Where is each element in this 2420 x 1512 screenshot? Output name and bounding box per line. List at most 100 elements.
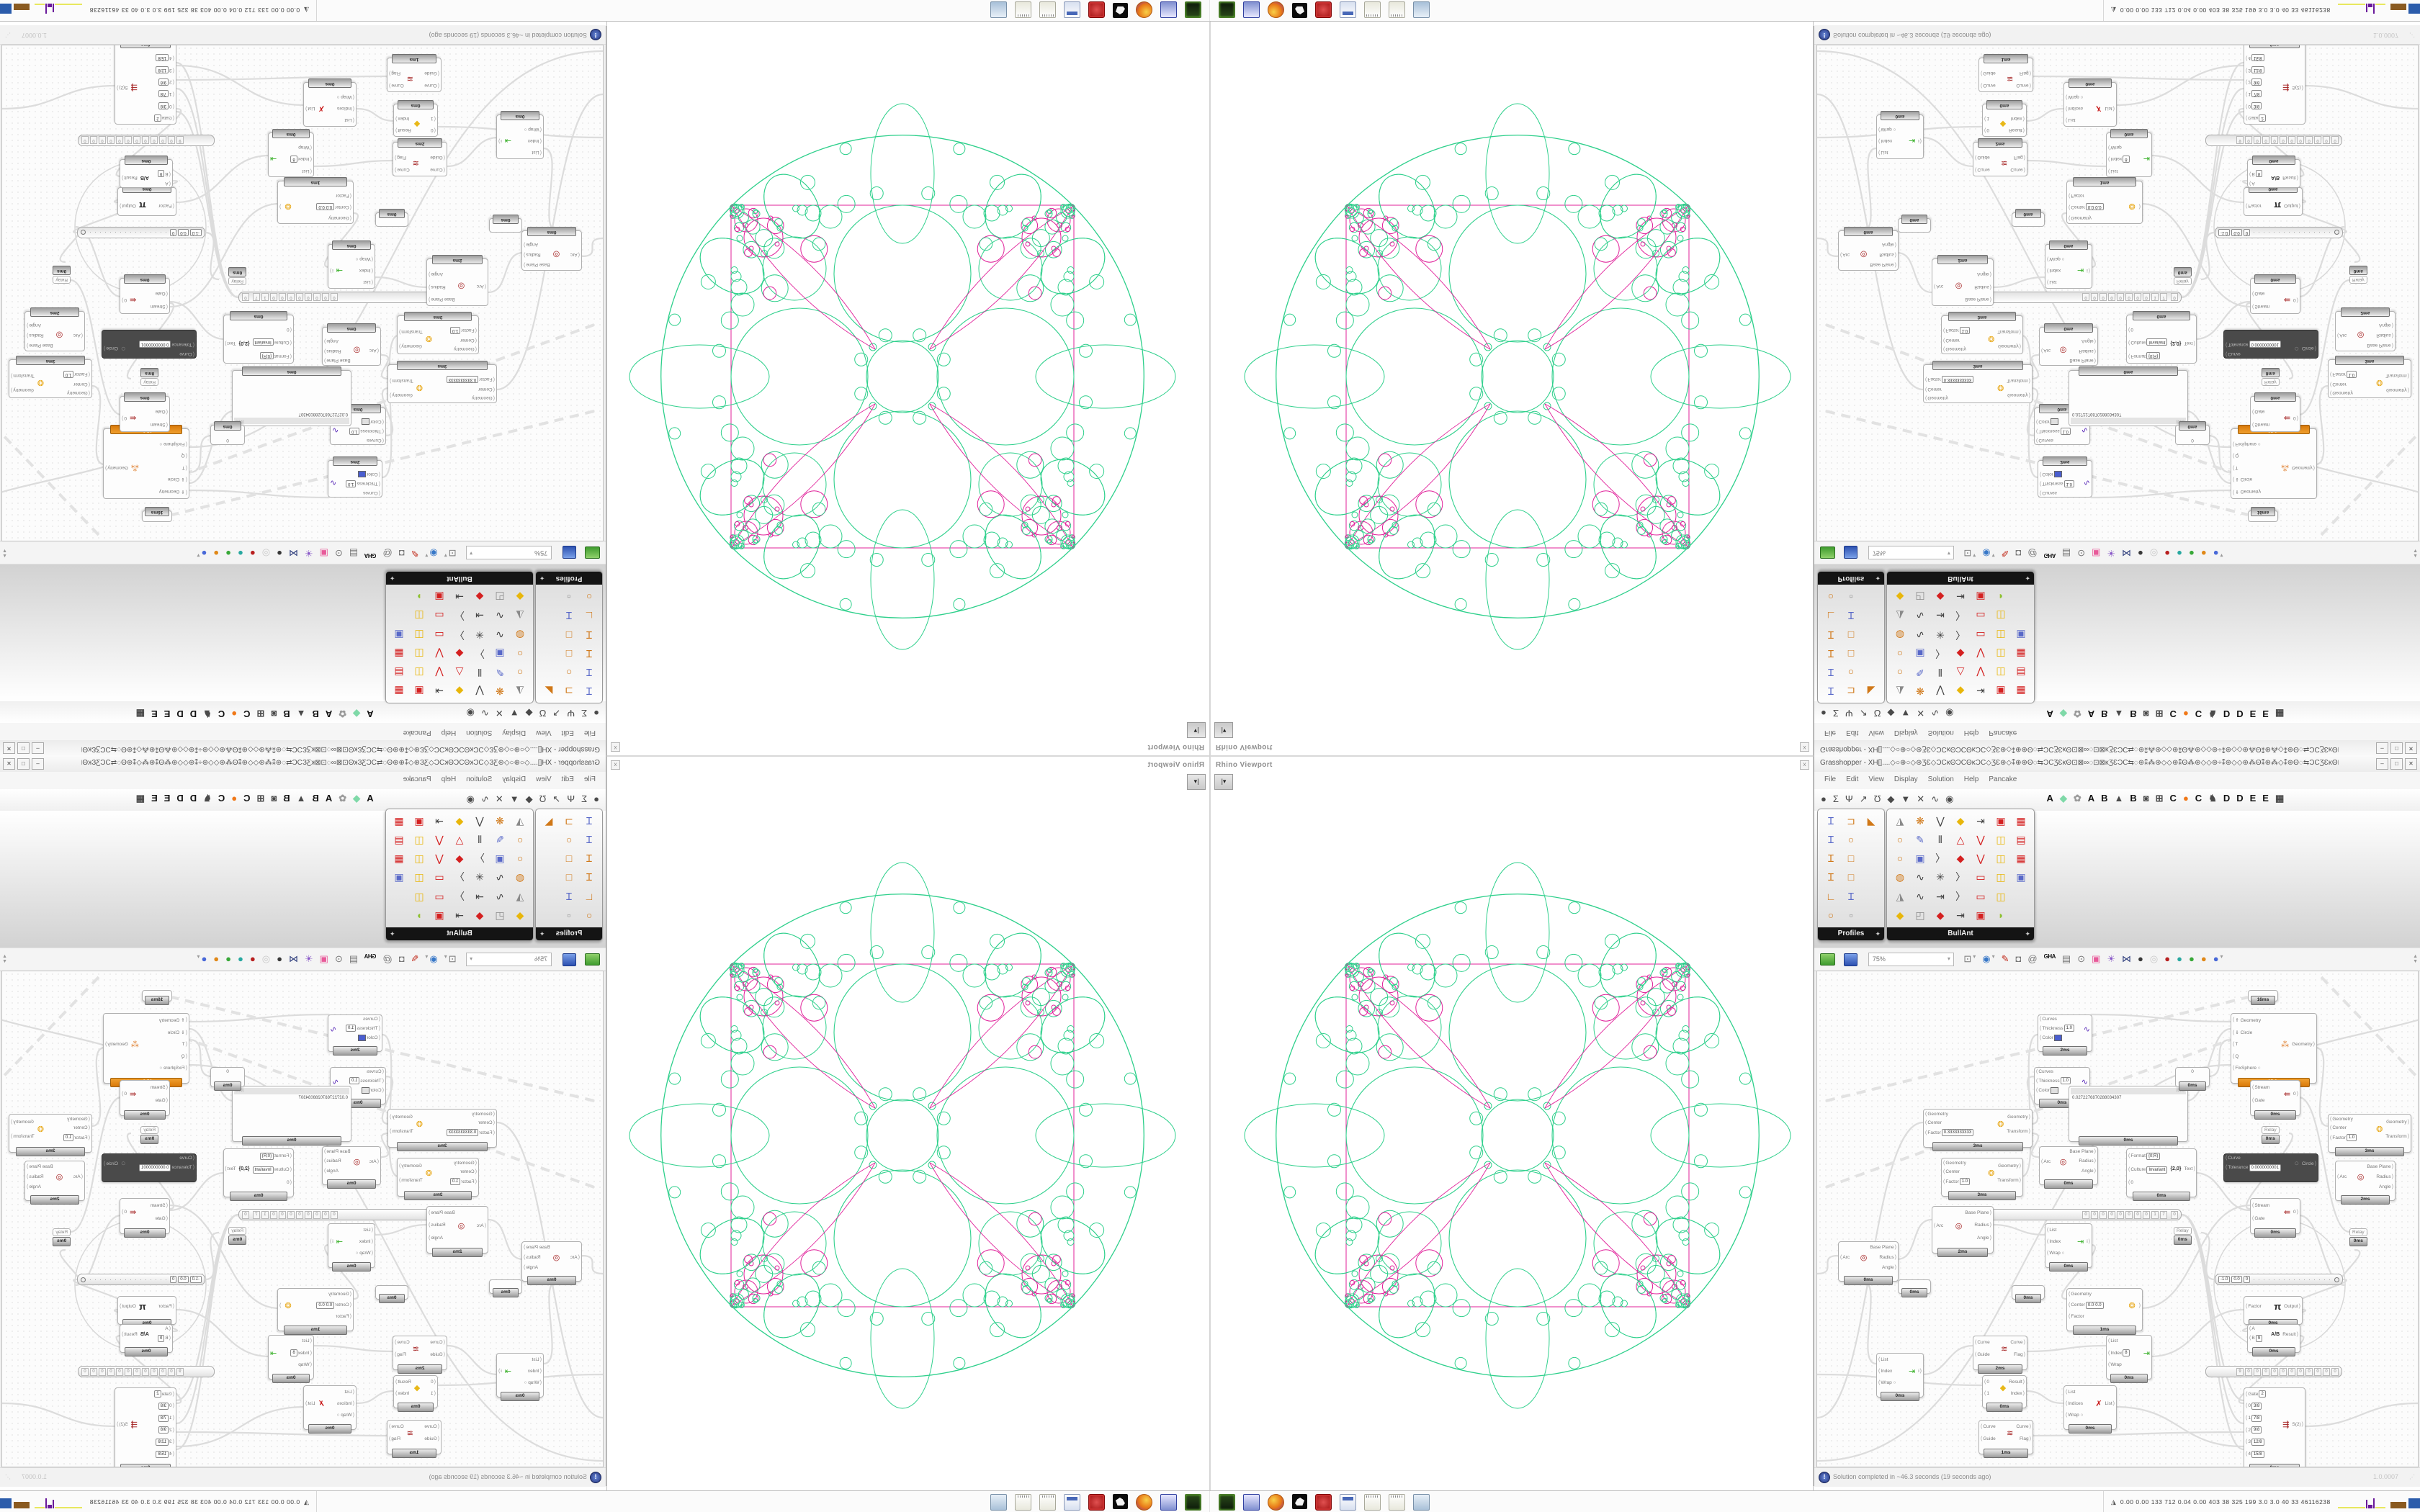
- gh-component-node[interactable]: (0(1 ◆ Result) Index) 0ms: [1982, 100, 2027, 137]
- bullant-component-icon[interactable]: ✎: [496, 666, 504, 678]
- favorites-icon-8[interactable]: ⊞: [256, 793, 265, 804]
- digit-cell[interactable]: 0: [2091, 293, 2098, 302]
- relay-node[interactable]: Relay 0ms: [2174, 1227, 2192, 1245]
- favorites-icon-17[interactable]: ▦: [2275, 793, 2285, 804]
- taskbar-app-calculator-icon[interactable]: [1064, 1, 1080, 18]
- gh-component-node[interactable]: (Geometry(Center(Factor 1.0 ❂ Geometry) Tran…: [9, 356, 92, 398]
- relay-node[interactable]: Relay 0ms: [228, 1227, 246, 1245]
- digit-cell[interactable]: 7: [253, 1210, 260, 1219]
- profiles-component-icon[interactable]: □: [1847, 629, 1855, 641]
- bullant-component-icon[interactable]: ▣: [2016, 871, 2026, 883]
- digit-cell[interactable]: 0: [2254, 136, 2261, 145]
- bullant-component-icon[interactable]: ◮: [516, 610, 524, 622]
- digit-cell[interactable]: 0: [2314, 1367, 2321, 1376]
- gh-component-node[interactable]: (Arc ◎ Base Plane) Radius) Angle) 2ms: [426, 1206, 488, 1257]
- favorites-icon-2[interactable]: ✿: [2073, 793, 2081, 804]
- resize-grip[interactable]: ⋰: [4, 32, 11, 38]
- value-chip[interactable]: 8: [2123, 156, 2130, 163]
- bullant-component-icon[interactable]: ◍: [1895, 871, 1905, 883]
- bullant-component-icon[interactable]: ⋁: [435, 666, 444, 678]
- zoom-level-select[interactable]: 75%: [466, 953, 552, 966]
- canvasbar-icon-14[interactable]: ◎: [261, 548, 271, 559]
- bullant-component-icon[interactable]: ▣: [394, 629, 404, 641]
- bullant-component-icon[interactable]: ⇥: [1976, 815, 1985, 827]
- bullant-component-icon[interactable]: ∿: [496, 610, 504, 622]
- canvasbar-icon-12[interactable]: ⋈: [2122, 953, 2132, 964]
- profiles-component-icon[interactable]: Ɪ: [586, 815, 592, 827]
- digit-cell[interactable]: 0: [2323, 1367, 2330, 1376]
- slider-value[interactable]: 0: [169, 1276, 177, 1283]
- bullant-component-icon[interactable]: ◮: [1896, 610, 1904, 622]
- favorites-icon-7[interactable]: ◙: [271, 793, 277, 804]
- favorites-icon-7[interactable]: ◙: [2143, 708, 2149, 719]
- favorites-icon-7[interactable]: ◙: [271, 708, 277, 719]
- favorites-icon-8[interactable]: ⊞: [256, 708, 265, 719]
- value-chip[interactable]: {0;R}: [259, 1152, 274, 1160]
- canvasbar-icon-19[interactable]: ●: [201, 548, 207, 559]
- menu-item-display[interactable]: Display: [1894, 729, 1918, 737]
- slider-value[interactable]: 0: [169, 229, 177, 236]
- bullant-component-icon[interactable]: ▭: [1976, 610, 1986, 622]
- bullant-component-icon[interactable]: ◰: [495, 591, 505, 603]
- bullant-component-icon[interactable]: ◫: [1996, 610, 2006, 622]
- profiles-component-icon[interactable]: Ɪ: [1828, 871, 1834, 883]
- gh-component-node[interactable]: (A(B 9 A/B Result) 0ms: [2247, 1324, 2300, 1356]
- digit-cell[interactable]: 7: [2160, 1210, 2167, 1219]
- profiles-component-icon[interactable]: Ɪ: [566, 890, 572, 902]
- favorites-icon-3[interactable]: A: [325, 708, 333, 719]
- gh-component-node[interactable]: (List(Index(Wrap ○ ⇥ i) 0ms: [328, 240, 375, 289]
- canvasbar-icon-20[interactable]: ▾: [197, 953, 200, 960]
- gh-component-node[interactable]: (Geometry(Center(Factor 1.0 ❂ Geometry) Tran…: [9, 1114, 92, 1156]
- toolbar-icon-4[interactable]: Ʊ: [539, 708, 547, 719]
- gh-component-node[interactable]: (⇑ Geometry(⇓ Circle(T(Q(FixSphere ○ ⁂ Geo…: [2231, 425, 2317, 499]
- bullant-component-icon[interactable]: ▦: [394, 852, 404, 865]
- menu-item-view[interactable]: View: [536, 729, 552, 737]
- favorites-icon-8[interactable]: ⊞: [2155, 793, 2164, 804]
- gh-component-node[interactable]: (Geometry(Center(Factor 1.0 ❂ Geometry) Tran…: [397, 1158, 479, 1200]
- canvasbar-icon-2[interactable]: ◉: [1982, 548, 1991, 559]
- bullant-component-icon[interactable]: ∿: [496, 890, 504, 902]
- favorites-icon-4[interactable]: B: [2101, 793, 2108, 804]
- canvasbar-icon-15[interactable]: ●: [2164, 548, 2171, 559]
- value-chip[interactable]: 9: [2255, 1334, 2263, 1342]
- digit-cell[interactable]: 0: [2245, 136, 2252, 145]
- bullant-component-icon[interactable]: ◰: [495, 909, 505, 921]
- gh-component-node[interactable]: (Geometry(Center(Factor 0.3333333333 ❂ Geom…: [387, 361, 497, 403]
- bullant-component-icon[interactable]: ◆: [1896, 909, 1904, 921]
- gh-component-node[interactable]: (Curves(Thickness 1.0(Color ∿ 2ms: [2038, 456, 2092, 498]
- taskbar-app-floppy64-icon[interactable]: [1160, 1, 1177, 18]
- canvasbar-icon-13[interactable]: ●: [2138, 548, 2143, 559]
- toolbar-icon-8[interactable]: ∿: [1931, 708, 1940, 719]
- profiles-component-icon[interactable]: ◣: [544, 685, 553, 697]
- menu-item-help[interactable]: Help: [441, 729, 457, 737]
- digit-cell[interactable]: 0: [81, 1367, 89, 1376]
- profiles-component-icon[interactable]: ○: [565, 834, 573, 846]
- mini-node[interactable]: 0ms: [1898, 215, 1931, 233]
- value-chip[interactable]: {0;R}: [2146, 352, 2161, 360]
- canvasbar-icon-11[interactable]: ☀: [304, 953, 313, 964]
- gh-titlebar[interactable]: Grasshopper - XH[]....◇○⊕○◇⊛ƷƐ◇ƆϹκΘƆϹΘκƆ…: [1814, 739, 2420, 756]
- bullant-component-icon[interactable]: ▭: [434, 629, 444, 641]
- canvasbar-icon-10[interactable]: ▣: [2092, 548, 2101, 559]
- digit-cell[interactable]: 0: [2280, 136, 2287, 145]
- bullant-component-icon[interactable]: ▣: [495, 852, 505, 865]
- bullant-component-icon[interactable]: 〉: [1955, 610, 1966, 622]
- profiles-component-icon[interactable]: Ɪ: [1828, 852, 1834, 865]
- canvasbar-icon-11[interactable]: ☀: [2107, 953, 2116, 964]
- digit-cell[interactable]: 0: [142, 1367, 149, 1376]
- toolbar-icon-2[interactable]: Ψ: [567, 708, 575, 719]
- minimize-button[interactable]: –: [32, 742, 44, 754]
- slider-knob[interactable]: [2334, 1277, 2339, 1282]
- menu-item-edit[interactable]: Edit: [1846, 729, 1859, 737]
- canvasbar-icon-16[interactable]: ●: [2177, 953, 2182, 964]
- taskbar-app-drive-icon[interactable]: [1185, 1, 1201, 18]
- value-chip[interactable]: 0.0·0.0: [316, 203, 335, 211]
- gh-component-node[interactable]: (List(Index(Wrap ○ ⇥ i) 0ms: [328, 1223, 375, 1272]
- taskbar-app-calculator-icon[interactable]: [1064, 1494, 1080, 1511]
- menu-item-view[interactable]: View: [1868, 729, 1884, 737]
- canvasbar-icon-0[interactable]: ⊡: [1963, 548, 1972, 559]
